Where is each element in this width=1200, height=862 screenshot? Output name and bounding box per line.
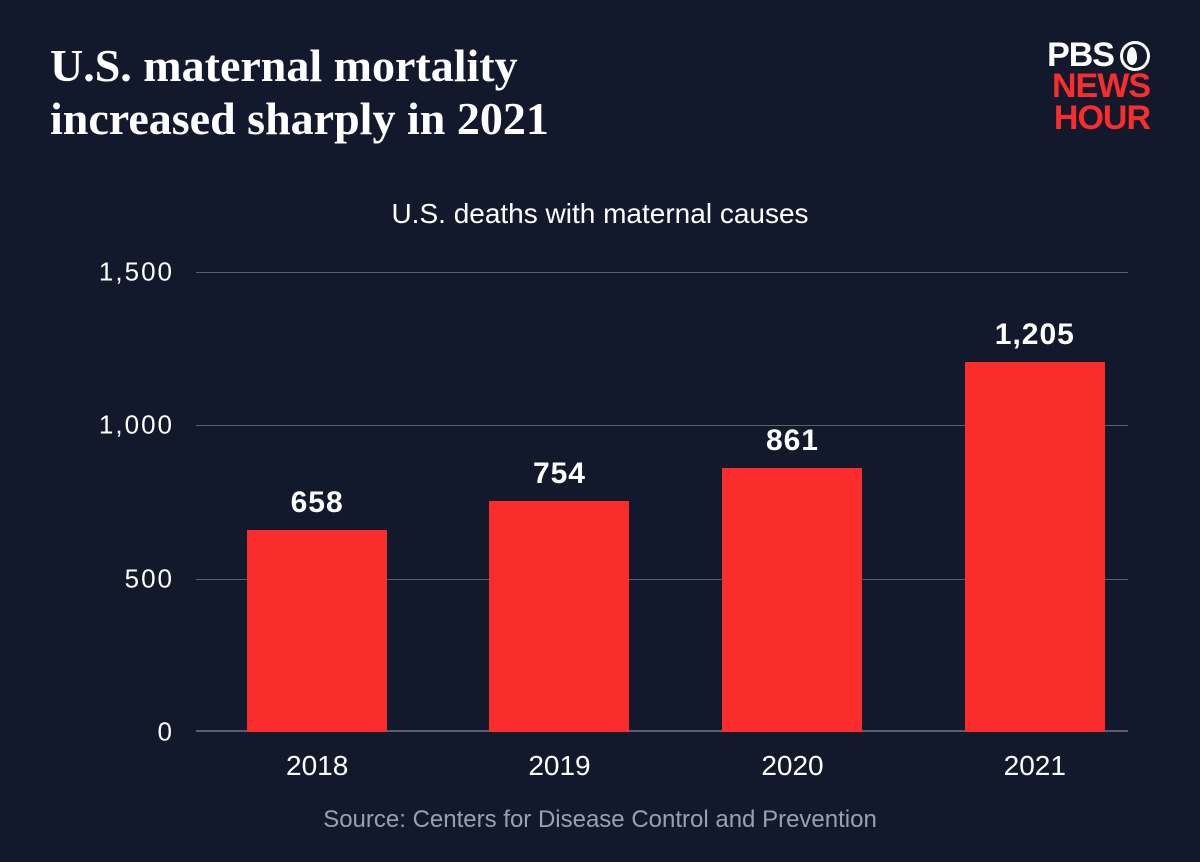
bar-value-label: 754 — [533, 457, 586, 491]
x-axis-tick: 2020 — [761, 750, 823, 782]
logo-news-text: NEWS — [1047, 71, 1150, 102]
y-axis-tick: 1,500 — [99, 257, 174, 288]
header: U.S. maternal mortality increased sharpl… — [50, 40, 1150, 146]
pbs-head-icon — [1120, 41, 1150, 71]
bar — [722, 468, 862, 732]
logo-hour-text: HOUR — [1047, 103, 1150, 134]
bar-chart: 05001,0001,5006582018754201986120201,205… — [196, 272, 1128, 732]
chart-subtitle: U.S. deaths with maternal causes — [0, 198, 1200, 230]
x-axis-tick: 2021 — [1004, 750, 1066, 782]
pbs-newshour-logo: PBS NEWS HOUR — [1047, 40, 1150, 134]
title-line-2: increased sharply in 2021 — [50, 93, 549, 146]
y-axis-tick: 0 — [158, 717, 174, 748]
bar-value-label: 1,205 — [995, 318, 1075, 352]
title-line-1: U.S. maternal mortality — [50, 40, 549, 93]
source-attribution: Source: Centers for Disease Control and … — [0, 806, 1200, 834]
bar — [247, 530, 387, 732]
x-axis-tick: 2018 — [286, 750, 348, 782]
bar-value-label: 658 — [291, 486, 344, 520]
main-title: U.S. maternal mortality increased sharpl… — [50, 40, 549, 146]
gridline — [196, 272, 1128, 273]
y-axis-tick: 1,000 — [99, 410, 174, 441]
bar — [489, 501, 629, 732]
y-axis-tick: 500 — [125, 563, 174, 594]
bar — [965, 362, 1105, 732]
bar-value-label: 861 — [766, 424, 819, 458]
x-axis-tick: 2019 — [528, 750, 590, 782]
